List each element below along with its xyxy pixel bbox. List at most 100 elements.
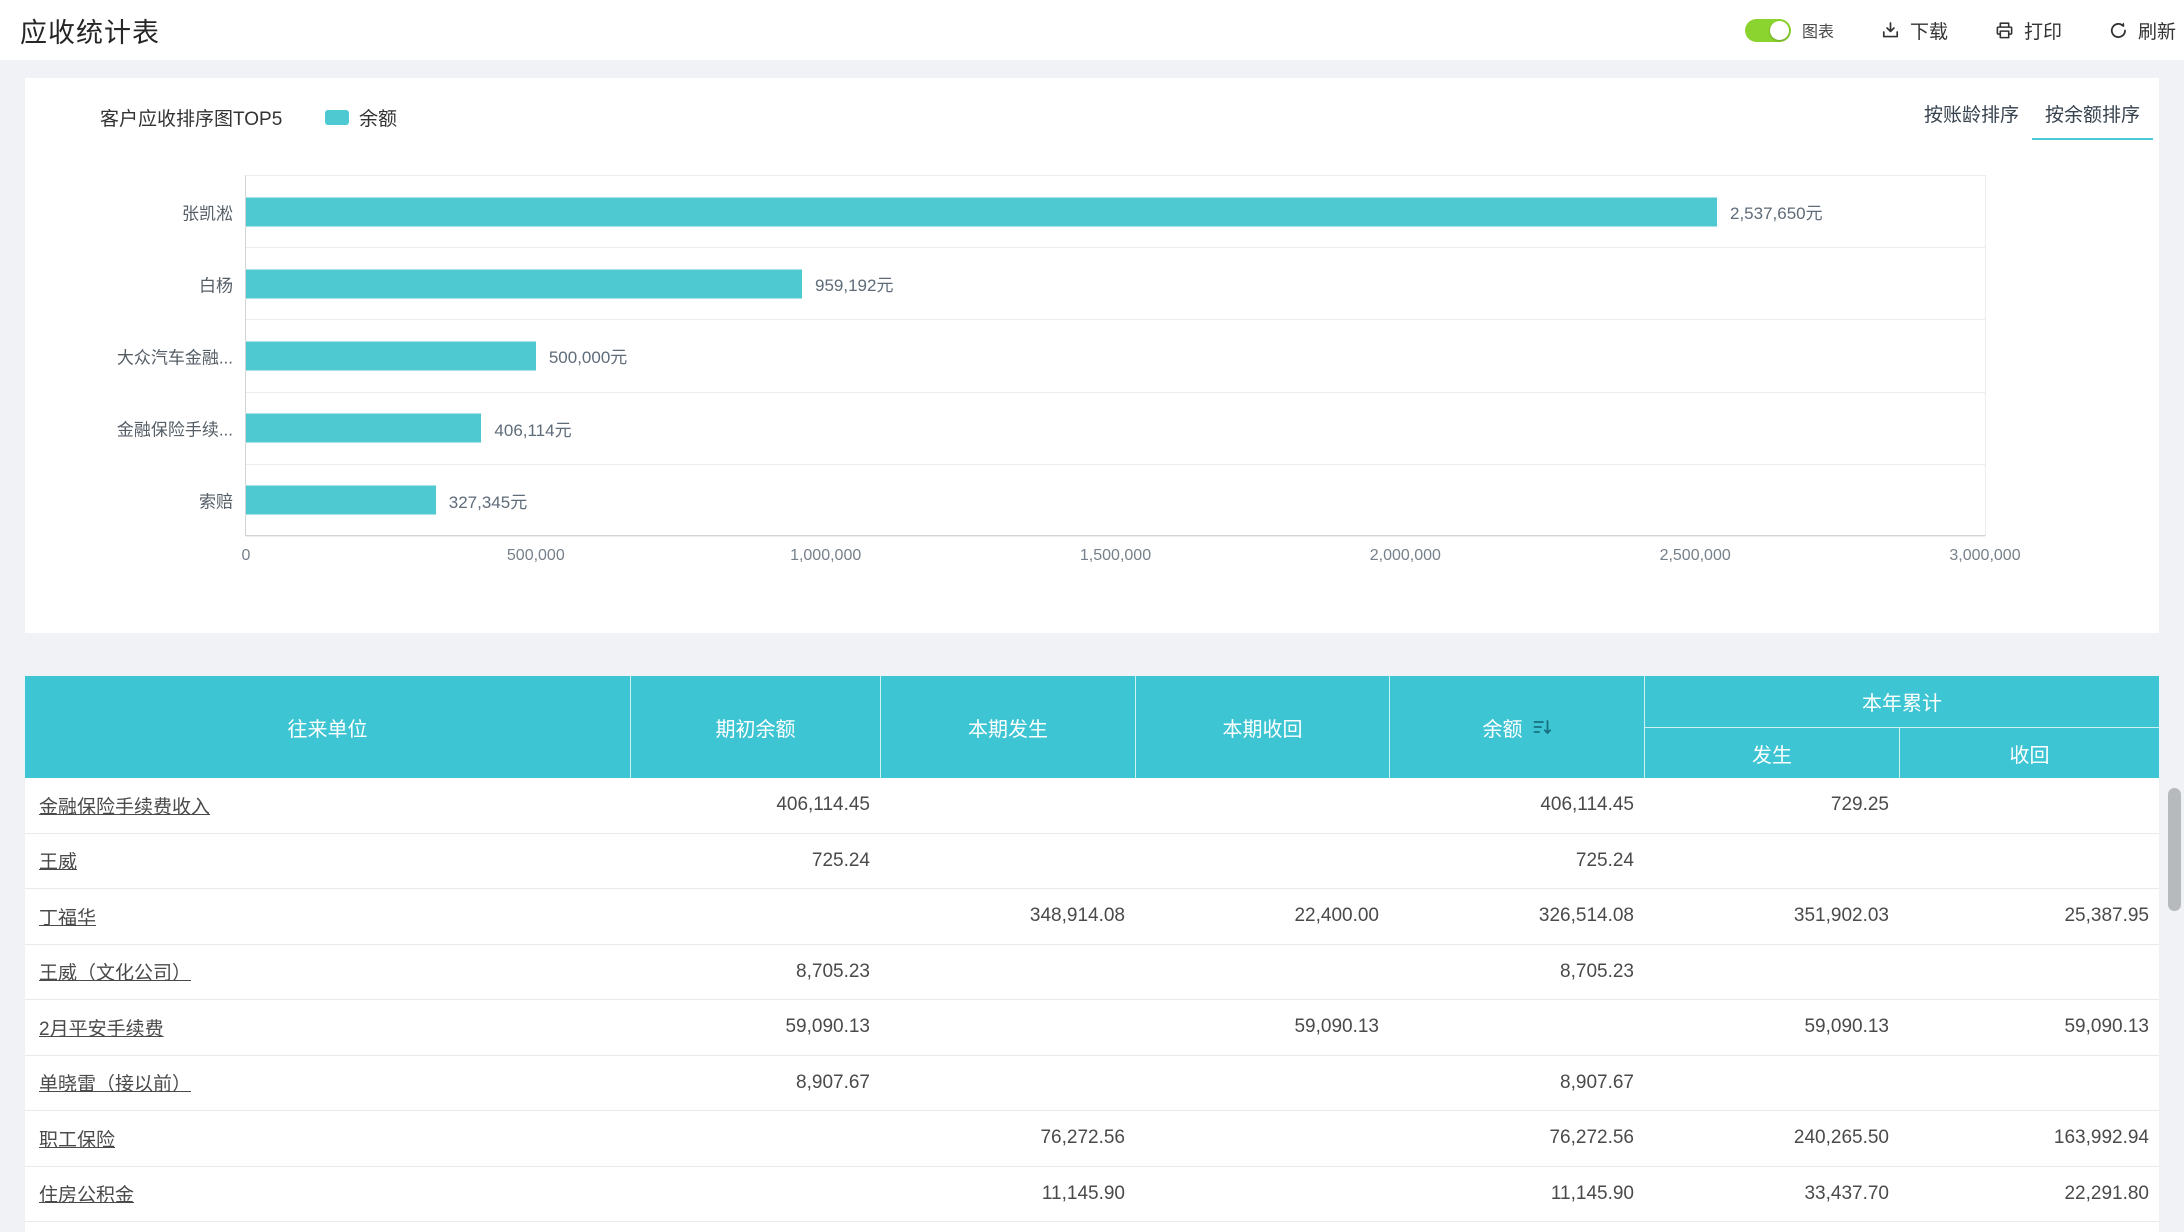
cell-ytd-recovered [1899,1056,2159,1111]
x-axis: 0 500,000 1,000,000 1,500,000 2,000,000 … [242,547,2021,567]
bar-category-label: 索赔 [199,492,233,512]
print-label: 打印 [2023,21,2062,43]
bar-band: 白杨 959,192元 [199,248,1985,321]
table-row: 住房公积金 11,145.90 11,145.90 33,437.70 22,2… [25,1167,2159,1222]
tab-sort-by-aging[interactable]: 按账龄排序 [1923,105,2019,126]
cell-balance: 8,907.67 [1560,1071,1634,1093]
bar-category-label: 白杨 [199,276,233,296]
bar[interactable]: 959,192元 [246,269,893,299]
x-tick: 1,000,000 [790,547,862,564]
table-row: 王威（文化公司） 8,705.23 8,705.23 [25,945,2159,1000]
cell-opening [630,1167,880,1222]
cell-occurred [880,778,1135,833]
cell-ytd-recovered: 22,291.80 [2064,1182,2149,1204]
printer-icon [1996,21,2013,38]
unit-link[interactable]: 丁福华 [39,907,97,929]
cell-recovered [1135,1056,1389,1111]
sort-descending-icon[interactable] [1532,717,1552,738]
chart-sort-tabs: 按账龄排序 按余额排序 [1911,100,2153,140]
table-row: 金融保险手续费收入 406,114.45 406,114.45 729.25 [25,778,2159,834]
cell-ytd-recovered [1899,834,2159,889]
legend-label: 余额 [359,109,398,130]
cell-opening: 406,114.45 [776,794,870,816]
header-balance-label: 余额 [1482,718,1523,741]
cell-recovered: 22,400.00 [1294,905,1379,927]
cell-ytd-recovered [1899,778,2159,833]
tab-sort-by-balance[interactable]: 按余额排序 [2031,100,2153,140]
cell-opening: 8,705.23 [796,960,870,982]
table-row: 王威 725.24 725.24 [25,834,2159,889]
x-tick: 2,500,000 [1659,547,1731,564]
cell-balance: 11,145.90 [1550,1182,1634,1204]
header-ytd: 本年累计 [1644,676,2159,728]
bar[interactable]: 327,345元 [246,485,527,515]
bar-value-label: 959,192元 [815,276,894,296]
cell-opening: 725.24 [811,849,870,871]
bar[interactable]: 406,114元 [246,413,572,443]
cell-occurred [880,1000,1135,1055]
bar-band: 张凯淞 2,537,650元 [182,176,1985,249]
header-period-occurred: 本期发生 [880,676,1135,778]
page-title: 应收统计表 [20,17,160,48]
unit-link[interactable]: 职工保险 [39,1129,116,1151]
chart-toggle-group[interactable]: 图表 [1744,18,1834,42]
bar[interactable]: 500,000元 [246,341,627,371]
cell-opening [630,1111,880,1166]
cell-ytd-occurred: 240,265.50 [1793,1127,1889,1149]
scrollbar-thumb[interactable] [2168,788,2181,911]
bar-value-label: 500,000元 [548,348,628,368]
cell-ytd-occurred: 351,902.03 [1793,905,1889,927]
cell-occurred [880,834,1135,889]
cell-recovered [1135,1167,1389,1222]
table-row: 2月平安手续费 59,090.13 59,090.13 59,090.13 59… [25,1000,2159,1056]
header-unit: 往来单位 [287,718,368,741]
cell-occurred: 11,145.90 [1041,1182,1125,1204]
cell-balance: 76,272.56 [1549,1127,1634,1149]
unit-link[interactable]: 住房公积金 [39,1185,135,1207]
download-label: 下载 [1909,21,1948,43]
x-tick: 500,000 [506,547,565,564]
table-row: 单晓雷（接以前） 8,907.67 8,907.67 [25,1056,2159,1111]
bar-band: 金融保险手续... 406,114元 [117,393,1985,465]
x-tick: 1,500,000 [1079,547,1152,564]
download-icon [1882,21,1899,37]
unit-link[interactable]: 单晓雷（接以前） [39,1074,192,1096]
cell-occurred [880,1056,1135,1111]
cell-opening: 59,090.13 [785,1016,870,1038]
chart-title: 客户应收排序图TOP5 [100,109,283,130]
chart-toggle-switch[interactable] [1744,18,1791,42]
cell-occurred: 348,914.08 [1029,905,1125,927]
bar-value-label: 406,114元 [494,420,572,440]
download-button[interactable]: 下载 [1880,17,1948,44]
print-button[interactable]: 打印 [1994,17,2062,44]
refresh-button[interactable]: 刷新 [2108,17,2176,44]
cell-ytd-occurred: 729.25 [1830,794,1889,816]
unit-link[interactable]: 2月平安手续费 [39,1018,164,1040]
cell-balance: 8,705.23 [1560,960,1634,982]
table-row: 丁福华 348,914.08 22,400.00 326,514.08 351,… [25,889,2159,945]
refresh-label: 刷新 [2137,21,2176,43]
unit-link[interactable]: 王威 [39,852,78,874]
x-tick: 2,000,000 [1369,547,1441,564]
bar-value-label: 327,345元 [448,492,528,512]
cell-ytd-occurred [1644,1056,1899,1111]
unit-link[interactable]: 王威（文化公司） [39,963,192,985]
cell-balance: 406,114.45 [1540,794,1634,816]
header-balance-sortable[interactable]: 余额 [1389,676,1644,778]
chart-header: 客户应收排序图TOP5 余额 按账龄排序 按余额排序 [25,78,2159,140]
table-row: 职工保险 76,272.56 76,272.56 240,265.50 163,… [25,1111,2159,1167]
cell-recovered [1135,834,1389,889]
header-period-recovered: 本期收回 [1135,676,1389,778]
refresh-icon [2110,22,2126,38]
cell-ytd-occurred: 33,437.70 [1804,1182,1889,1204]
unit-link[interactable]: 金融保险手续费收入 [39,796,211,818]
header-opening-balance: 期初余额 [630,676,880,778]
topbar-actions: 图表 下载 打印 刷新 [1744,17,2176,44]
receivables-table-card: 往来单位 期初余额 本期发生 本期收回 余额 本年累计 发生 收回 金融保险手续… [25,676,2159,1232]
cell-opening: 8,907.67 [796,1071,870,1093]
bar[interactable]: 2,537,650元 [246,197,1823,227]
cell-occurred: 76,272.56 [1040,1127,1125,1149]
cell-ytd-occurred [1644,945,1899,1000]
toggle-knob [1769,20,1789,40]
cell-ytd-occurred [1644,834,1899,889]
